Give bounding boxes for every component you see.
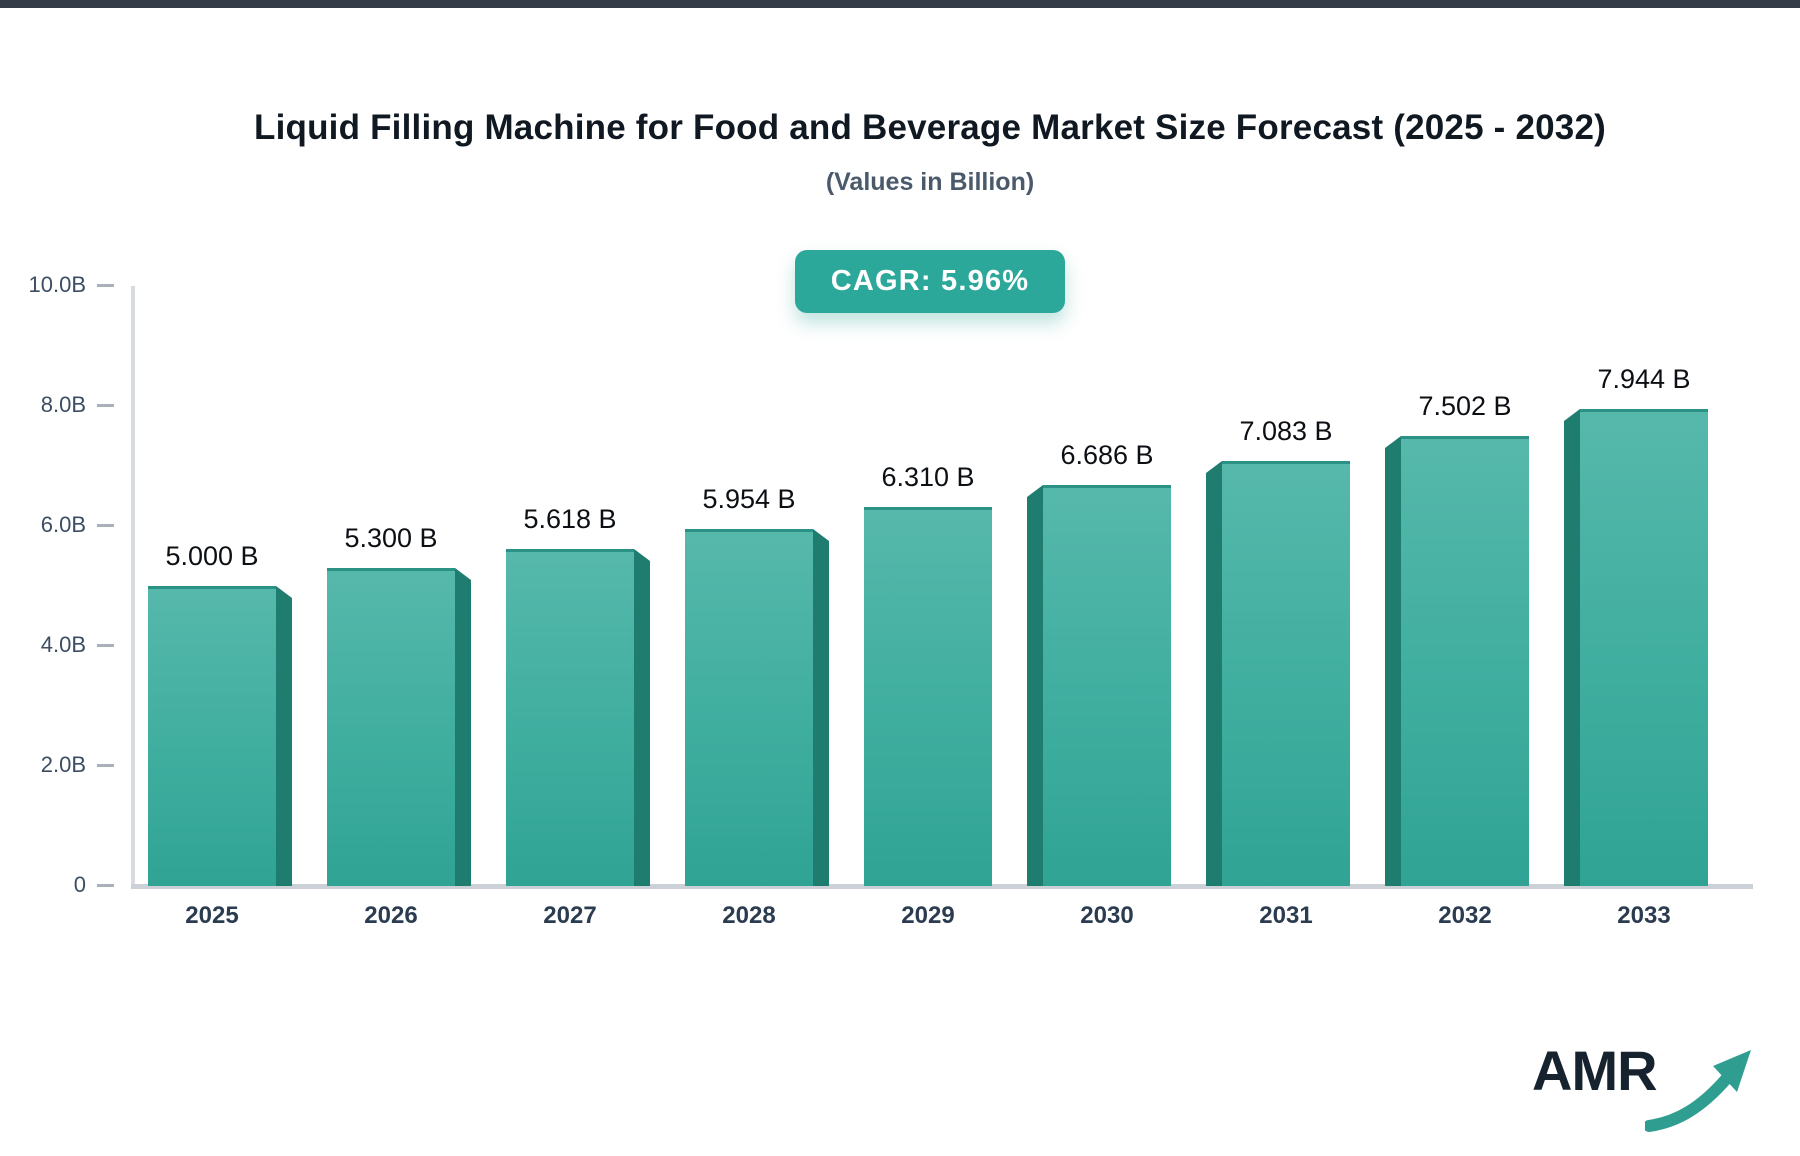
bar-side-2027 — [634, 549, 650, 886]
y-axis-tick — [97, 644, 114, 647]
bar-face-2026 — [327, 568, 455, 886]
bar-value-label-2031: 7.083 B — [1239, 416, 1333, 446]
bar-side-2030 — [1027, 485, 1043, 886]
amr-logo: AMR — [1532, 1032, 1755, 1138]
bar-value-label-2029: 6.310 B — [881, 462, 975, 492]
y-axis-tick — [97, 284, 114, 287]
bar-face-2027 — [506, 549, 634, 886]
bar-side-2032 — [1385, 436, 1401, 886]
bar-value-label-2032: 7.502 B — [1418, 391, 1512, 421]
trend-arrow-icon — [1644, 1050, 1751, 1132]
y-axis-tick-label: 6.0B — [40, 512, 86, 537]
x-axis-label-2028: 2028 — [722, 902, 776, 929]
x-axis-label-2031: 2031 — [1259, 902, 1313, 929]
bar-side-2026 — [455, 568, 471, 886]
bar-value-label-2025: 5.000 B — [165, 541, 259, 571]
bar-value-label-2027: 5.618 B — [523, 504, 617, 534]
bar-face-2029 — [864, 507, 992, 886]
cagr-badge: CAGR: 5.96% — [794, 250, 1066, 313]
bar-value-label-2030: 6.686 B — [1060, 440, 1154, 470]
x-axis-label-2025: 2025 — [185, 902, 239, 929]
bar-side-2031 — [1206, 461, 1222, 886]
bar-value-label-2028: 5.954 B — [702, 484, 796, 514]
bar-side-2025 — [276, 586, 292, 886]
y-axis-tick — [97, 404, 114, 407]
bar-value-label-2033: 7.944 B — [1597, 364, 1691, 394]
y-axis-tick-label: 4.0B — [40, 632, 86, 657]
y-axis-tick-label: 0 — [73, 872, 86, 897]
x-axis-label-2029: 2029 — [901, 902, 955, 929]
bar-side-2028 — [813, 529, 829, 886]
cagr-badge-row: CAGR: 5.96% — [15, 250, 1800, 313]
bar-face-2032 — [1401, 436, 1529, 886]
x-axis-label-2030: 2030 — [1080, 902, 1134, 929]
x-axis-label-2033: 2033 — [1617, 902, 1671, 929]
chart-subtitle: (Values in Billion) — [825, 168, 1035, 196]
chart-title: Liquid Filling Machine for Food and Beve… — [254, 108, 1606, 147]
y-axis-tick-label: 2.0B — [40, 752, 86, 777]
bar-face-2030 — [1043, 485, 1171, 886]
y-axis-tick-label: 8.0B — [40, 392, 86, 417]
bar-value-label-2026: 5.300 B — [344, 523, 438, 553]
bar-face-2025 — [148, 586, 276, 886]
x-axis-label-2032: 2032 — [1438, 902, 1492, 929]
bar-face-2033 — [1580, 409, 1708, 886]
y-axis-tick-label: 10.0B — [28, 272, 87, 297]
bar-side-2033 — [1564, 409, 1580, 886]
bar-face-2028 — [685, 529, 813, 886]
y-axis-tick — [97, 764, 114, 767]
x-axis-baseline — [131, 884, 1753, 889]
y-axis-line — [131, 286, 135, 886]
y-axis-tick — [97, 524, 114, 527]
top-border-strip — [0, 0, 1800, 8]
bar-face-2031 — [1222, 461, 1350, 886]
y-axis-tick — [97, 884, 114, 887]
amr-logo-text: AMR — [1532, 1039, 1658, 1102]
x-axis-label-2026: 2026 — [364, 902, 418, 929]
x-axis-label-2027: 2027 — [543, 902, 597, 929]
